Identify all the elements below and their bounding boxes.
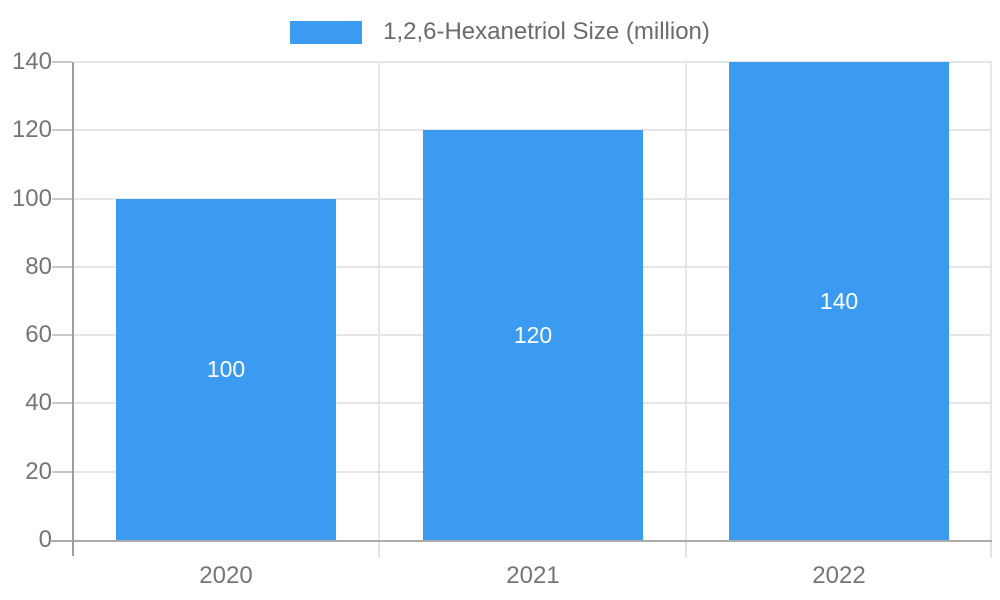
x-tick-mark [990,542,992,558]
y-tick-mark [52,402,72,404]
bar-value-label: 120 [513,322,553,348]
y-axis-tick-label: 20 [25,458,52,485]
x-gridline [990,62,992,540]
y-tick-mark [52,266,72,268]
x-axis-tick-label: 2021 [506,562,560,589]
y-axis-tick-label: 140 [11,48,52,75]
bar-2021 [423,130,643,540]
y-tick-mark [52,198,72,200]
y-tick-mark [52,129,72,131]
x-gridline [685,62,687,540]
x-gridline [378,62,380,540]
bar-value-label: 100 [206,356,246,382]
y-gridline [74,61,992,63]
y-axis-tick-label: 100 [11,185,52,212]
x-axis-line [50,540,992,542]
x-axis-tick-label: 2020 [199,562,253,589]
y-axis-line [72,62,74,556]
y-tick-mark [52,334,72,336]
x-axis-tick-label: 2022 [812,562,866,589]
y-axis-tick-label: 60 [25,321,52,348]
bar-2022 [729,62,949,540]
bar-value-label: 140 [819,288,859,314]
y-axis-tick-label: 40 [25,389,52,416]
x-tick-mark [685,542,687,558]
y-tick-mark [52,471,72,473]
y-tick-mark [52,61,72,63]
y-axis-tick-label: 80 [25,253,52,280]
x-tick-mark [378,542,380,558]
y-axis-tick-label: 120 [11,116,52,143]
y-axis-tick-label: 0 [38,526,52,553]
bar-2020 [116,199,336,540]
